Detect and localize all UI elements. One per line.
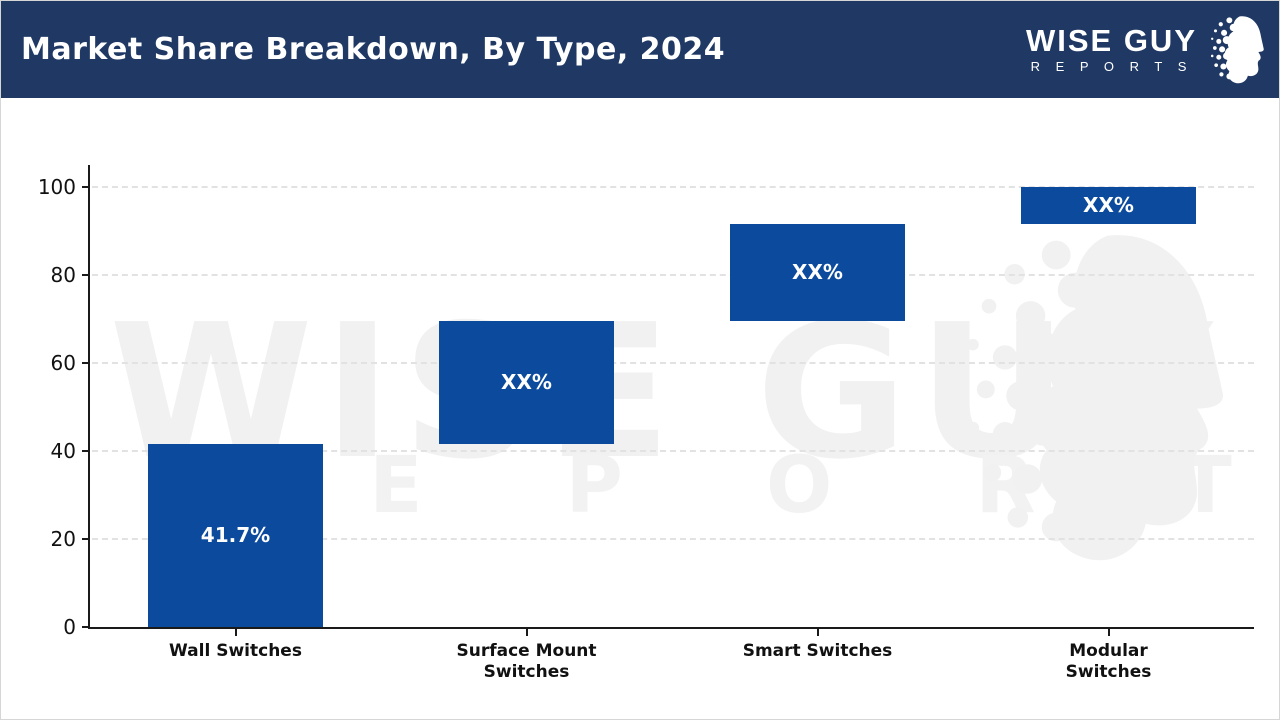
bar-value-label: XX% <box>501 370 552 395</box>
bar-value-label: 41.7% <box>200 523 271 548</box>
y-tick <box>82 450 90 452</box>
x-tick <box>525 629 528 636</box>
gridline-60 <box>92 362 1254 364</box>
x-tick <box>1107 629 1110 636</box>
gridline-80 <box>92 274 1254 276</box>
y-tick-label: 80 <box>50 263 76 287</box>
y-tick-label: 100 <box>37 175 76 199</box>
category-label-smart-switches: Smart Switches <box>742 641 893 661</box>
gridline-100 <box>92 186 1254 188</box>
logo-text: WISE GUY R E P O R T S <box>1025 22 1197 75</box>
y-tick <box>82 538 90 540</box>
wiseguy-logo: WISE GUY R E P O R T S <box>1026 10 1265 90</box>
y-tick-label: 0 <box>63 615 76 639</box>
x-tick <box>234 629 237 636</box>
logo-wordmark: WISE GUY <box>1025 22 1197 58</box>
bar-wall-switches: 41.7% <box>148 443 323 627</box>
y-tick <box>82 362 90 364</box>
gridline-20 <box>92 538 1254 540</box>
bar-smart-switches: XX% <box>730 223 905 322</box>
bar-value-label: XX% <box>1083 193 1134 218</box>
bar-surface-mount-switches: XX% <box>439 321 614 444</box>
y-axis <box>88 165 90 629</box>
category-label-modular-switches: Modular Switches <box>1065 641 1152 683</box>
category-label-surface-mount-switches: Surface Mount Switches <box>456 641 597 683</box>
y-tick-label: 60 <box>50 351 76 375</box>
bar-modular-switches: XX% <box>1021 187 1196 224</box>
y-tick <box>82 626 90 628</box>
y-tick <box>82 186 90 188</box>
bar-value-label: XX% <box>792 260 843 285</box>
page-title: Market Share Breakdown, By Type, 2024 <box>21 32 726 67</box>
category-label-wall-switches: Wall Switches <box>169 641 302 661</box>
gridline-40 <box>92 450 1254 452</box>
y-tick <box>82 274 90 276</box>
y-tick-label: 40 <box>50 439 76 463</box>
logo-face-icon <box>1210 15 1264 83</box>
y-tick-label: 20 <box>50 527 76 551</box>
x-axis <box>88 627 1254 629</box>
logo-subtitle: R E P O R T S <box>1030 59 1193 75</box>
waterfall-chart: 0 20 40 60 80 100 41.7% XX% XX% XX% Wall Switches S… <box>1 98 1279 719</box>
report-header: Market Share Breakdown, By Type, 2024 WI… <box>1 1 1279 98</box>
x-tick <box>816 629 819 636</box>
